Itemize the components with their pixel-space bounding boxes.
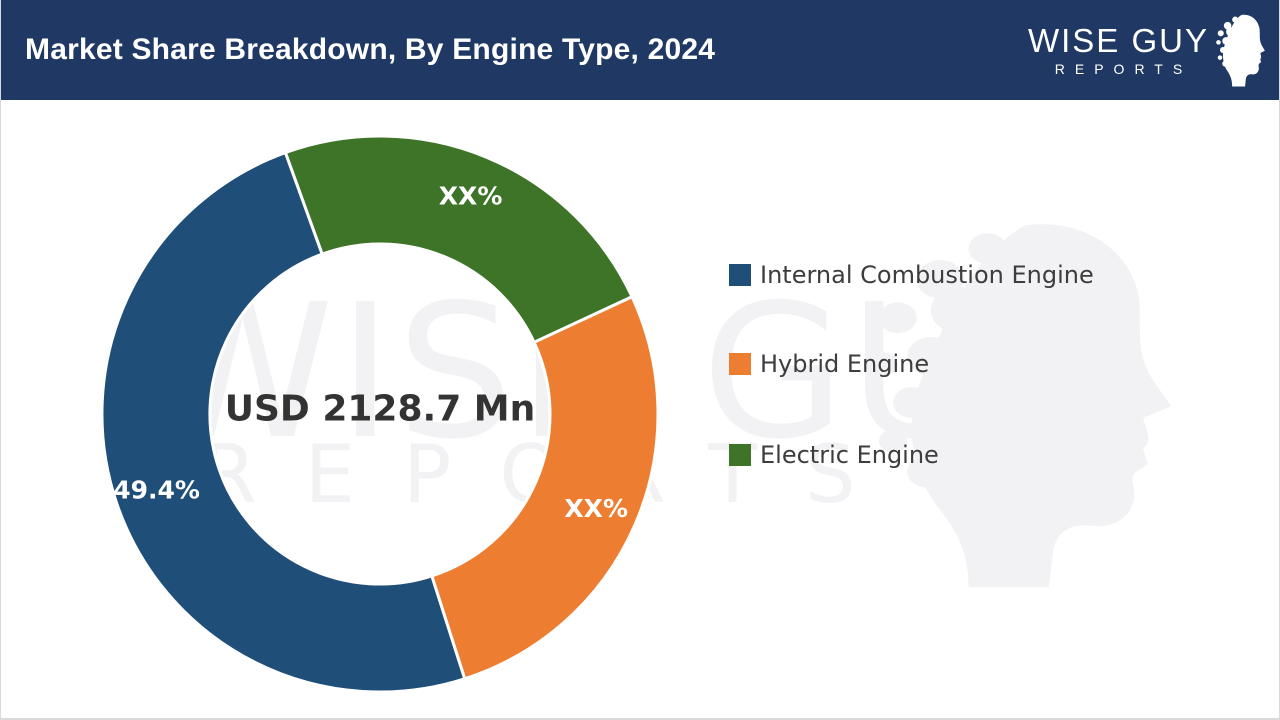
legend-item: Internal Combustion Engine (729, 261, 1094, 289)
donut-center-value: USD 2128.7 Mn (224, 388, 536, 430)
donut-slice-hybrid-engine (430, 295, 660, 681)
legend-swatch-hybrid (729, 353, 751, 375)
slice-label: XX% (564, 494, 628, 523)
legend-swatch-internal-combustion (729, 264, 751, 286)
wise-guy-logo: WISE GUY REPORTS (1028, 8, 1267, 92)
page-title: Market Share Breakdown, By Engine Type, … (25, 33, 716, 66)
slice-label: 49.4% (113, 476, 200, 505)
legend-label: Electric Engine (760, 441, 939, 469)
logo-wordmark: WISE GUY (1027, 21, 1209, 59)
legend-item: Electric Engine (729, 441, 939, 469)
logo-face-icon (1216, 14, 1265, 87)
header-bar: Market Share Breakdown, By Engine Type, … (1, 0, 1279, 100)
logo-reports: REPORTS (1054, 60, 1193, 77)
legend-swatch-electric (729, 444, 751, 466)
slice-label: XX% (439, 182, 503, 211)
donut-slice-internal-combustion-engine (100, 151, 467, 694)
legend-label: Hybrid Engine (760, 350, 930, 378)
donut-slice-electric-engine (283, 134, 634, 344)
legend-label: Internal Combustion Engine (760, 261, 1094, 289)
legend-item: Hybrid Engine (729, 350, 929, 378)
